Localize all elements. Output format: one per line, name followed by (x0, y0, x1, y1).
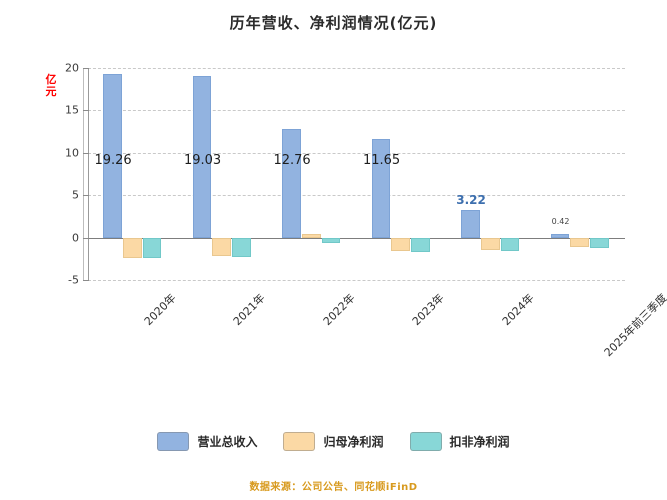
plot-background (88, 68, 625, 280)
bar (232, 237, 251, 258)
y-axis-line (88, 68, 89, 280)
bar (590, 237, 609, 248)
bar (550, 234, 570, 238)
y-tick-mark (83, 152, 89, 154)
legend-item[interactable]: 营业总收入 (157, 432, 257, 451)
gridline (88, 280, 625, 281)
gridline (88, 152, 625, 154)
zero-line (88, 237, 625, 239)
source-caption: 数据来源：公司公告、同花顺iFinD (249, 482, 418, 493)
y-tick-mark (83, 110, 89, 112)
legend-label: 扣非净利润 (449, 435, 510, 449)
x-axis-label: 2024年 (499, 291, 537, 329)
bar (411, 237, 430, 253)
legend-swatch (283, 432, 316, 451)
gridline (88, 110, 625, 112)
y-tick-label: 0 (72, 231, 79, 245)
y-tick-mark (83, 237, 89, 239)
x-axis-label: 2022年 (320, 291, 358, 329)
bar (391, 237, 411, 251)
y-tick-label: 15 (65, 103, 79, 117)
bar (282, 129, 301, 238)
bar (301, 234, 321, 238)
y-tick-mark (83, 280, 89, 281)
x-axis-label: 2021年 (231, 291, 268, 329)
bar (570, 237, 590, 247)
x-axis-label: 2023年 (410, 291, 447, 329)
y-tick-mark (83, 68, 89, 69)
y-axis-unit-label: 亿元 (45, 73, 57, 98)
bar (192, 76, 212, 238)
bar-value-label: 12.76 (273, 152, 311, 168)
x-axis-label: 2025年前三季度 (601, 291, 667, 360)
bar-value-label: 19.03 (183, 152, 222, 168)
y-tick-label: 20 (65, 61, 79, 75)
bar (321, 237, 341, 243)
legend-swatch (409, 432, 442, 451)
plot-area: 20 15 10 5 0 -5 19.26 19.03 12.76 11.65 3.22 0.42 (65, 62, 625, 287)
chart-title: 历年营收、净利润情况(亿元) (229, 14, 438, 32)
bar (371, 138, 391, 238)
bar (122, 237, 142, 258)
y-tick-mark (83, 195, 89, 197)
bar-value-label: 3.22 (456, 193, 486, 208)
legend-label: 营业总收入 (197, 435, 258, 449)
x-axis-label: 2020年 (141, 291, 179, 329)
bar (480, 237, 500, 251)
y-tick-label: -5 (68, 273, 79, 287)
bar (500, 237, 520, 251)
y-tick-label: 5 (72, 188, 79, 202)
gridline (88, 68, 625, 69)
legend-swatch (157, 432, 190, 451)
gridline (88, 195, 625, 197)
legend-label: 归母净利润 (323, 435, 384, 449)
bar-value-label: 19.26 (94, 152, 132, 168)
bar (212, 237, 232, 257)
bar (103, 74, 122, 238)
bar-value-label: 0.42 (551, 217, 570, 227)
bar-value-label: 11.65 (362, 152, 401, 168)
chart-legend: 营业总收入 归母净利润 扣非净利润 (0, 432, 667, 451)
y-axis-outer-line (83, 68, 84, 280)
legend-item[interactable]: 扣非净利润 (409, 432, 510, 451)
bar (461, 210, 480, 238)
y-tick-label: 10 (65, 146, 79, 160)
legend-item[interactable]: 归母净利润 (283, 432, 384, 451)
bar (142, 237, 162, 259)
